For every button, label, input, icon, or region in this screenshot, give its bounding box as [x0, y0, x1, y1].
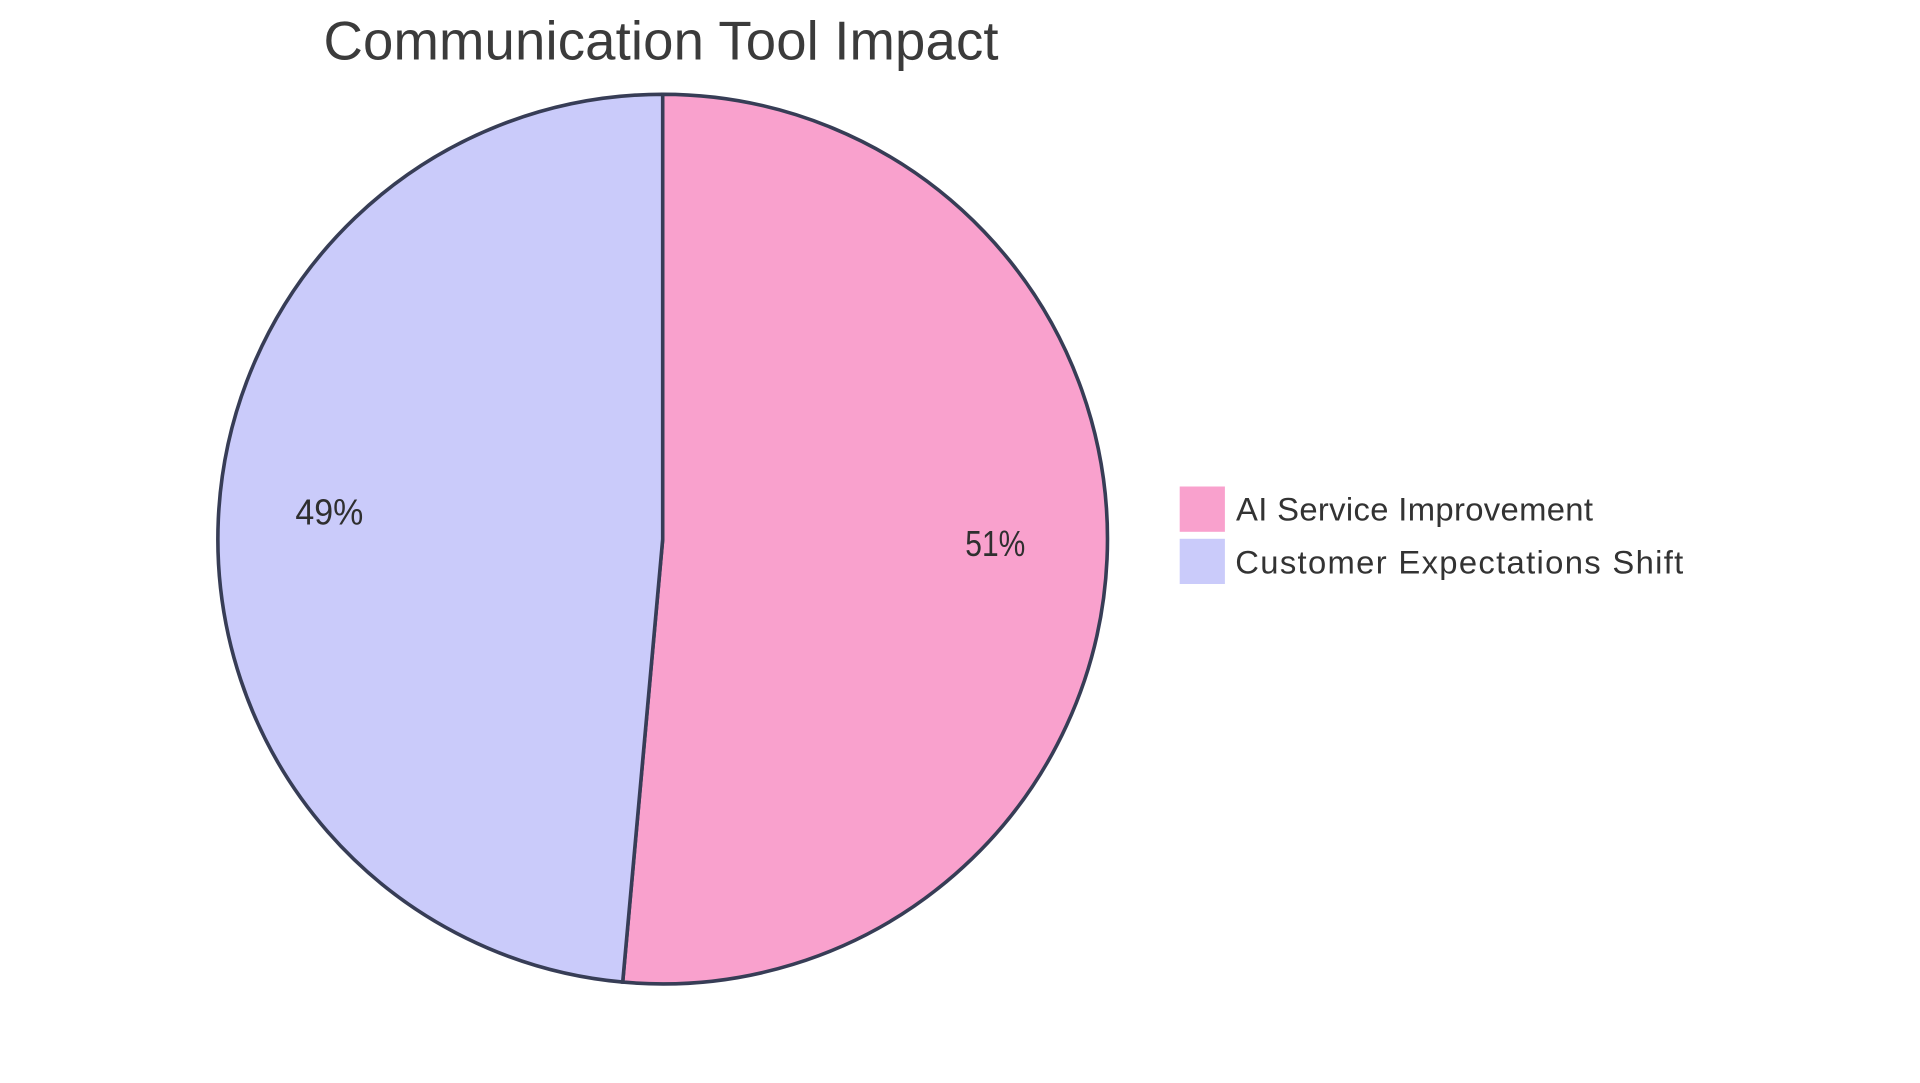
svg-text:Communication Tool Impact: Communication Tool Impact [324, 11, 999, 72]
svg-text:51%: 51% [965, 523, 1025, 564]
svg-text:Customer Expectations Shift: Customer Expectations Shift [1235, 544, 1683, 581]
svg-text:49%: 49% [295, 492, 363, 533]
svg-text:AI Service Improvement: AI Service Improvement [1236, 490, 1593, 527]
